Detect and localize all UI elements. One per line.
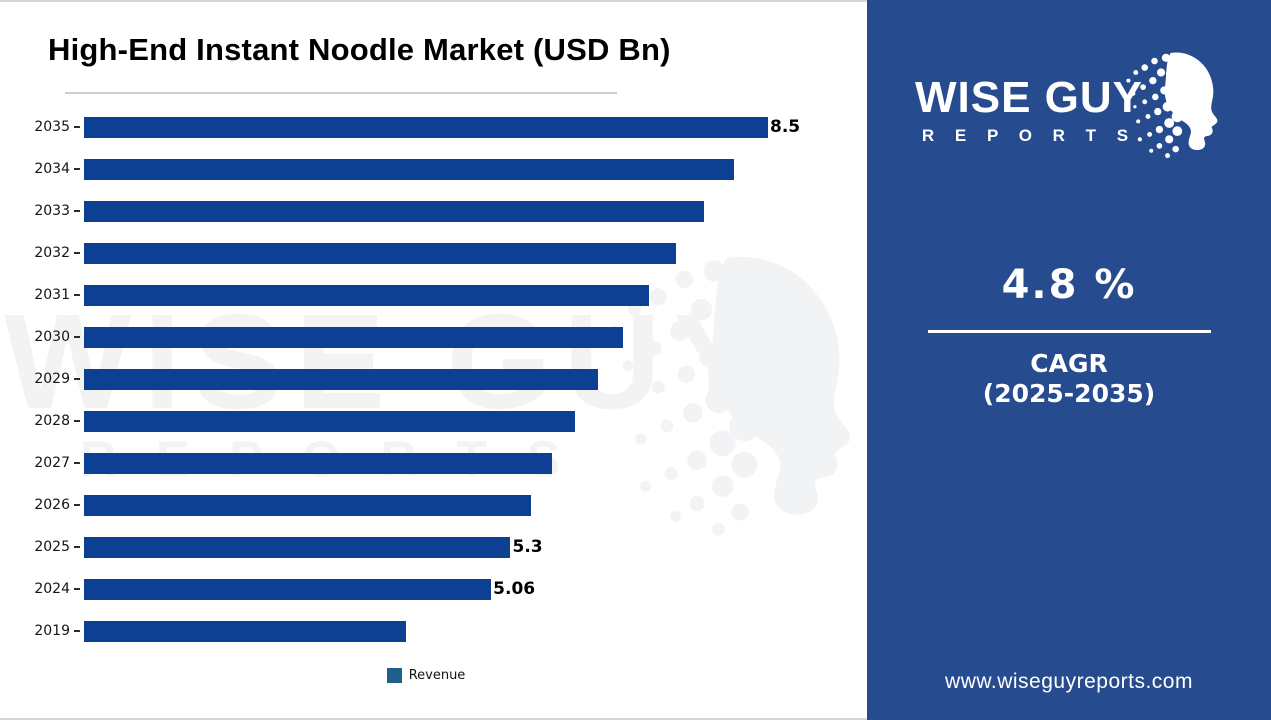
revenue-bar [84,284,649,306]
y-axis-tick-label: 2033 [34,203,70,219]
bar-track [84,200,768,222]
bar-track [84,452,768,474]
revenue-bar [84,116,768,138]
wiseguy-logo: WISE GUY R E P O R T S [915,48,1223,170]
y-axis-tick-label: 2029 [34,371,70,387]
y-axis-tick-mark [74,168,80,170]
y-axis-tick-label: 2019 [34,623,70,639]
website-url: www.wiseguyreports.com [945,670,1193,693]
wiseguy-logo-text: WISE GUY R E P O R T S [915,73,1143,146]
revenue-bar [84,536,511,558]
bar-row: 2024 5.06 [0,568,867,610]
brand-panel: WISE GUY R E P O R T S 4.8 % CAGR (2025-… [867,0,1271,720]
y-axis-tick-mark [74,420,80,422]
bar-value-label: 5.06 [493,579,536,599]
chart-title: High-End Instant Noodle Market (USD Bn) [48,32,671,67]
bar-track [84,326,768,348]
y-axis-tick-label: 2035 [34,119,70,135]
y-axis-tick-label: 2025 [34,539,70,555]
bar-track [84,158,768,180]
bar-row: 2033 [0,190,867,232]
logo-wordmark: WISE GUY [914,72,1144,122]
legend-label: Revenue [408,668,466,683]
bar-row: 2031 [0,274,867,316]
bar-plot: 2035 8.5 2034 2033 2032 2031 2030 2029 2028 2027 2… [0,106,867,652]
y-axis-tick-mark [74,546,80,548]
revenue-bar [84,620,406,642]
bar-row: 2025 5.3 [0,526,867,568]
revenue-bar [84,326,624,348]
bar-row: 2034 [0,148,867,190]
y-axis-tick-mark [74,336,80,338]
revenue-bar [84,410,575,432]
y-axis-tick-label: 2024 [34,581,70,597]
revenue-bar [84,452,553,474]
bar-track [84,242,768,264]
bar-value-label: 8.5 [770,117,801,137]
cagr-value: 4.8 % [1001,262,1137,309]
revenue-bar [84,242,677,264]
bar-row: 2026 [0,484,867,526]
revenue-bar [84,368,599,390]
bar-track: 5.3 [84,536,768,558]
revenue-bar [84,158,735,180]
bar-track [84,368,768,390]
y-axis-tick-mark [74,462,80,464]
y-axis-tick-mark [74,252,80,254]
y-axis-tick-mark [74,378,80,380]
bar-track: 8.5 [84,116,800,138]
y-axis-tick-label: 2028 [34,413,70,429]
y-axis-tick-mark [74,630,80,632]
revenue-bar [84,578,492,600]
chart-region: WISE GUY R E P O R T S High-End Instant … [0,0,867,720]
bar-row: 2029 [0,358,867,400]
cagr-divider [927,330,1211,334]
logo-subtitle: R E P O R T S [921,125,1137,145]
y-axis-tick-label: 2034 [34,161,70,177]
bar-value-label: 5.3 [512,537,543,557]
y-axis-tick-mark [74,294,80,296]
bar-row: 2032 [0,232,867,274]
legend-swatch [386,668,402,683]
bar-track [84,620,768,642]
revenue-bar [84,200,705,222]
bar-track [84,410,768,432]
bar-row: 2019 [0,610,867,652]
y-axis-tick-mark [74,588,80,590]
y-axis-tick-label: 2026 [34,497,70,513]
bar-row: 2030 [0,316,867,358]
title-underline [65,92,617,94]
y-axis-tick-mark [74,504,80,506]
revenue-bar [84,494,531,516]
cagr-label: CAGR [1030,349,1108,379]
bar-track [84,494,768,516]
bar-row: 2028 [0,400,867,442]
wiseguy-head-icon [1117,48,1223,170]
legend: Revenue [84,668,768,683]
cagr-period: (2025-2035) [982,378,1156,408]
y-axis-tick-label: 2032 [34,245,70,261]
bar-track: 5.06 [84,578,768,600]
y-axis-tick-mark [74,210,80,212]
y-axis-tick-label: 2027 [34,455,70,471]
bar-row: 2027 [0,442,867,484]
y-axis-tick-label: 2031 [34,287,70,303]
y-axis-tick-label: 2030 [34,329,70,345]
bar-row: 2035 8.5 [0,106,867,148]
y-axis-tick-mark [74,126,80,128]
bar-track [84,284,768,306]
